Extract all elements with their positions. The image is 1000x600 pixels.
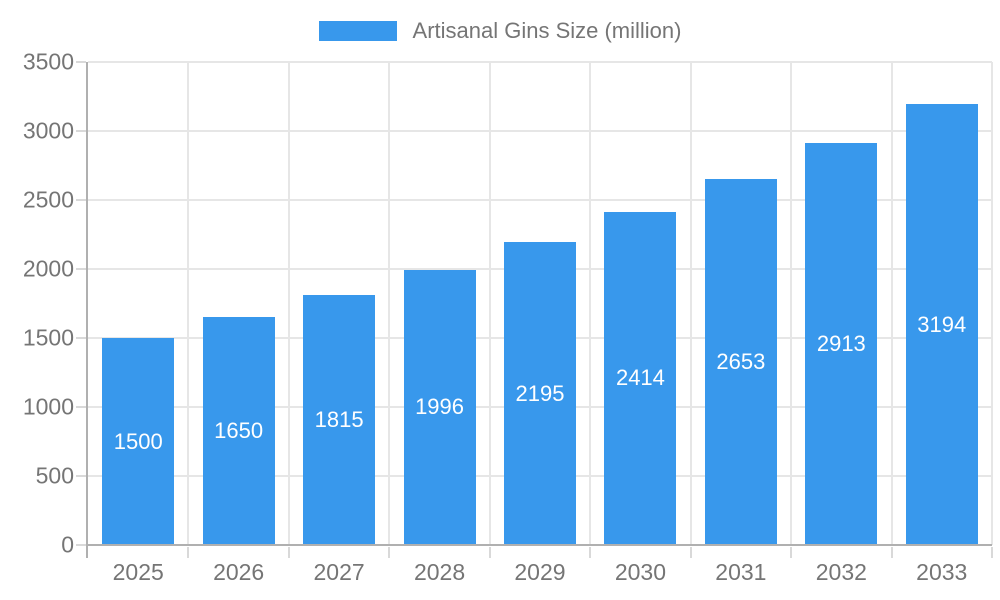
y-axis-tick [76,199,86,201]
y-axis-tick [76,61,86,63]
legend-swatch-icon [318,21,397,41]
x-axis-tick [488,547,491,558]
gridline [88,199,992,201]
x-axis-tick [187,547,190,558]
bar-2028[interactable]: 1996 [403,269,476,545]
gridline [88,130,992,132]
bar-value-label: 1996 [415,394,465,420]
x-axis-line [86,544,992,546]
gridline [689,62,692,545]
y-axis-label: 1500 [22,324,74,351]
y-axis-label: 3500 [22,48,74,75]
y-axis-label: 1000 [22,393,74,420]
gridline [287,62,290,545]
bar-2032[interactable]: 2913 [805,143,878,545]
y-axis-tick [76,544,86,546]
bar-value-label: 3194 [917,311,967,337]
bar-value-label: 2653 [716,348,766,374]
y-axis-line [86,62,88,558]
x-axis-label: 2027 [313,559,365,585]
gridline [790,62,793,545]
x-axis-label: 2030 [614,559,667,585]
y-axis-tick [76,268,86,270]
bar-value-label: 2913 [816,330,866,356]
x-axis-label: 2028 [413,559,466,585]
gridline [991,62,993,545]
y-axis-label: 2000 [22,255,74,282]
legend[interactable]: Artisanal Gins Size (million) [0,18,1000,44]
y-axis-tick [76,406,86,408]
y-axis-tick [76,337,86,339]
x-axis-tick [689,547,692,558]
bar-2033[interactable]: 3194 [905,104,978,545]
gridline [488,62,491,545]
x-axis-label: 2033 [916,559,968,585]
legend-label: Artisanal Gins Size (million) [412,18,682,43]
x-axis-label: 2031 [715,559,767,585]
gridline [388,62,391,545]
bar-value-label: 1650 [214,418,264,444]
x-axis-tick [589,547,592,558]
bar-value-label: 2195 [515,380,565,406]
y-axis-label: 2500 [22,186,74,213]
gridline [187,62,190,545]
x-axis-tick [890,547,893,558]
bar-value-label: 2414 [615,365,665,391]
y-axis-label: 0 [61,531,74,558]
x-axis-label: 2025 [112,559,164,585]
x-axis-tick [790,547,793,558]
y-axis-label: 500 [35,462,74,489]
bar-2025[interactable]: 1500 [102,338,175,545]
bar-value-label: 1500 [113,428,163,454]
y-axis-tick [76,475,86,477]
y-axis-label: 3000 [22,117,74,144]
x-axis-tick [991,547,993,558]
plot-area: 0 500 1000 1500 2000 2500 3000 3500 1500 2025 1650… [23,50,993,585]
y-axis-tick [76,130,86,132]
bar-2029[interactable]: 2195 [504,242,576,545]
x-axis-label: 2029 [514,559,566,585]
bar-2027[interactable]: 1815 [303,294,376,545]
bar-2030[interactable]: 2414 [604,211,677,545]
gridline [890,62,893,545]
bar-2026[interactable]: 1650 [202,317,275,545]
x-axis-tick [388,547,391,558]
x-axis-tick [287,547,290,558]
x-axis-label: 2026 [213,559,265,585]
bar-value-label: 1815 [314,406,364,432]
gridline [88,61,992,63]
x-axis-label: 2032 [815,559,867,585]
gridline [589,62,592,545]
bar-2031[interactable]: 2653 [704,178,777,545]
